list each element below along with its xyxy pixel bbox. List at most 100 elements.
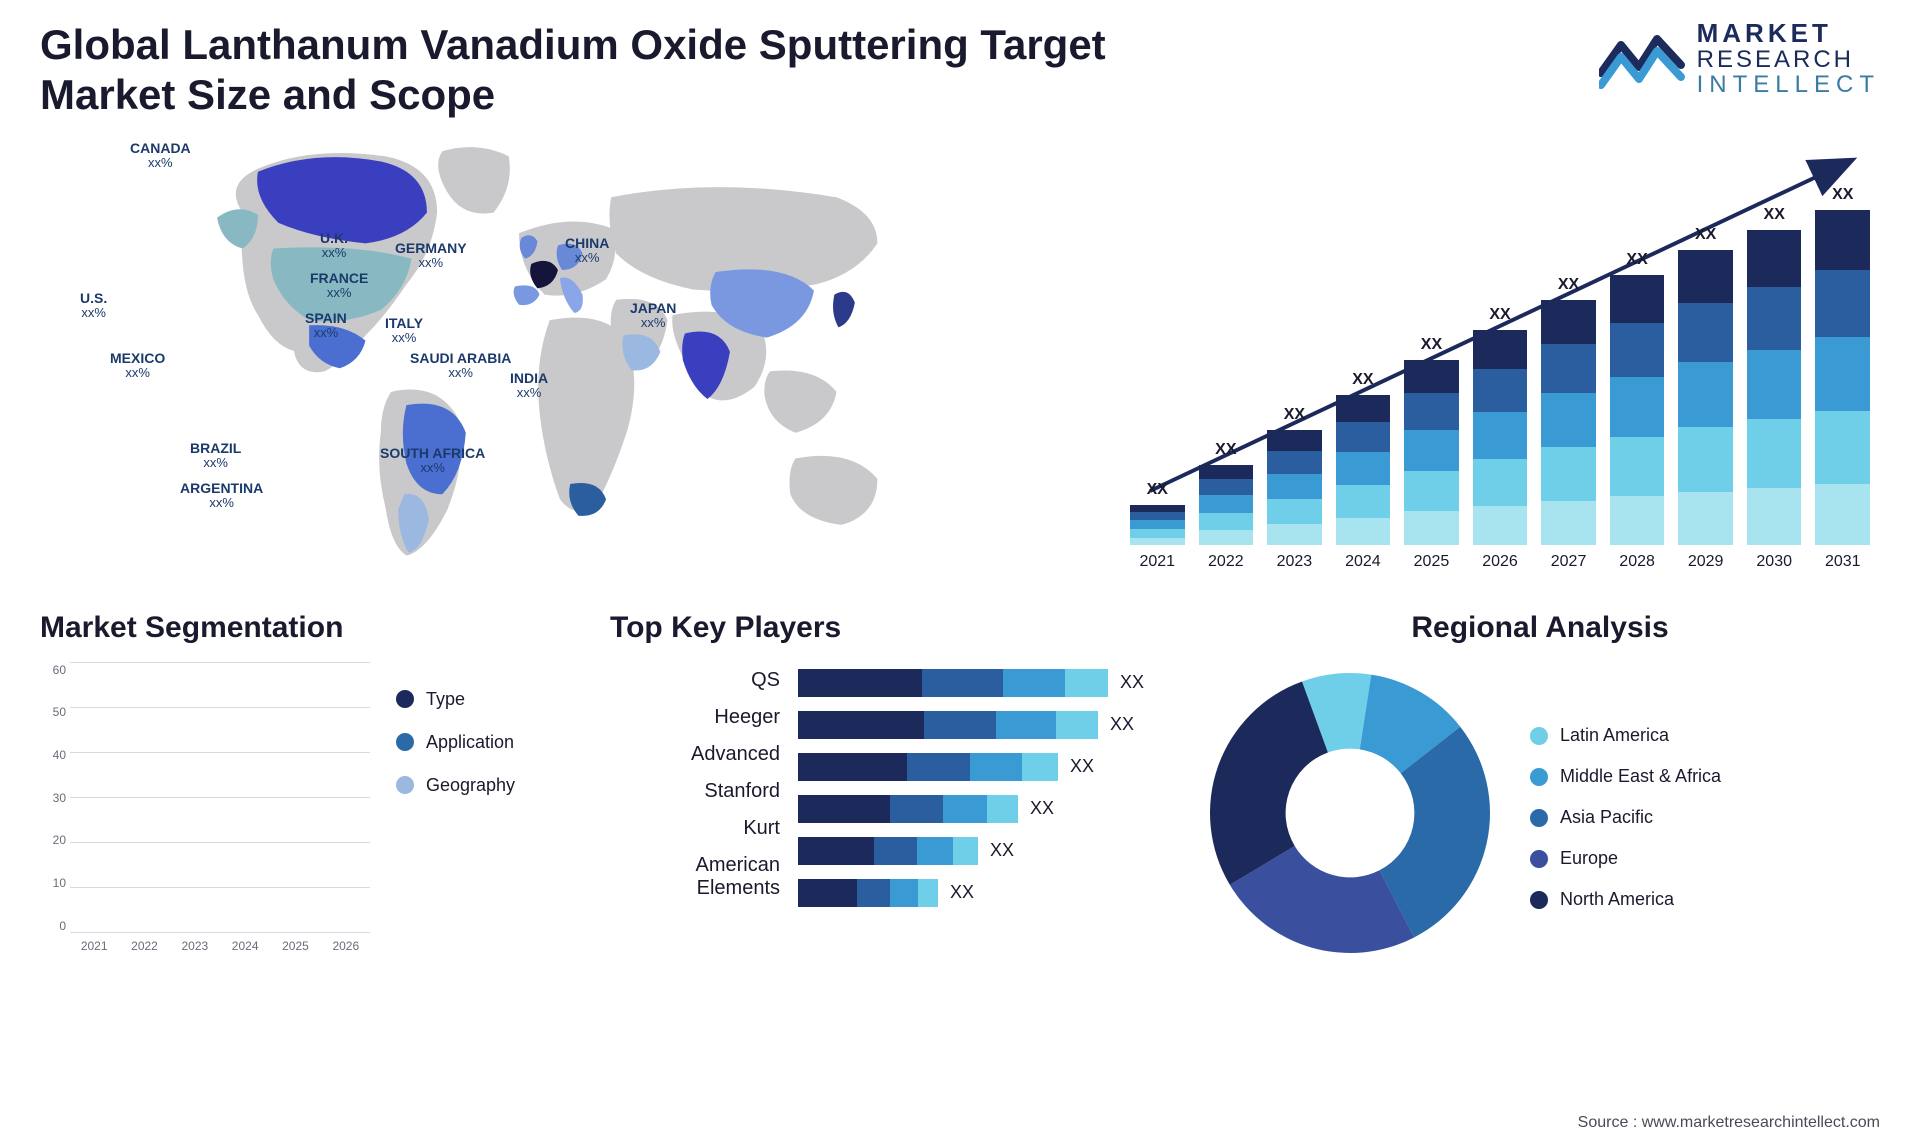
map-label: FRANCExx%	[310, 271, 368, 301]
segmentation-panel: Market Segmentation 6050403020100 202120…	[40, 611, 580, 971]
growth-bar: XX	[1815, 186, 1870, 545]
map-label: GERMANYxx%	[395, 241, 467, 271]
segmentation-x-axis: 2021 2022 2023 2024 2025 2026	[70, 939, 370, 953]
regional-legend: Latin America Middle East & Africa Asia Pa…	[1530, 725, 1721, 910]
growth-bar: XX	[1610, 251, 1665, 545]
growth-bar: XX	[1678, 226, 1733, 545]
growth-bar-value: XX	[1558, 276, 1579, 294]
growth-bar: XX	[1404, 336, 1459, 545]
growth-year-label: 2028	[1610, 553, 1665, 571]
growth-bar-value: XX	[1764, 206, 1785, 224]
brand-line3: INTELLECT	[1697, 72, 1880, 97]
growth-bar-value: XX	[1215, 441, 1236, 459]
source-attribution: Source : www.marketresearchintellect.com	[1578, 1114, 1880, 1132]
map-label: ITALYxx%	[385, 316, 423, 346]
growth-bar: XX	[1541, 276, 1596, 545]
growth-year-label: 2024	[1336, 553, 1391, 571]
growth-bar-value: XX	[1832, 186, 1853, 204]
growth-bar: XX	[1473, 306, 1528, 545]
key-player-value: XX	[1070, 756, 1094, 777]
growth-bar: XX	[1267, 406, 1322, 545]
legend-item: North America	[1530, 889, 1721, 910]
growth-bar-value: XX	[1421, 336, 1442, 354]
growth-bar-value: XX	[1489, 306, 1510, 324]
map-label: JAPANxx%	[630, 301, 676, 331]
page-title: Global Lanthanum Vanadium Oxide Sputteri…	[40, 20, 1140, 121]
donut-slice	[1210, 681, 1328, 884]
header: Global Lanthanum Vanadium Oxide Sputteri…	[40, 20, 1880, 121]
key-player-value: XX	[950, 882, 974, 903]
segmentation-year-label: 2026	[326, 939, 366, 953]
map-label: SOUTH AFRICAxx%	[380, 446, 485, 476]
key-player-name: American Elements	[610, 854, 780, 900]
key-player-bar: XX	[798, 669, 1170, 697]
segmentation-y-axis: 6050403020100	[40, 663, 66, 933]
segmentation-year-label: 2022	[124, 939, 164, 953]
growth-year-label: 2025	[1404, 553, 1459, 571]
growth-year-label: 2030	[1747, 553, 1802, 571]
segmentation-chart: 6050403020100 2021 2022 2023 2024 2025 2026	[40, 663, 370, 953]
growth-bar-value: XX	[1695, 226, 1716, 244]
key-player-bar: XX	[798, 795, 1170, 823]
map-label: U.S.xx%	[80, 291, 107, 321]
brand-line1: MARKET	[1697, 20, 1880, 47]
map-label: SPAINxx%	[305, 311, 347, 341]
map-label: CANADAxx%	[130, 141, 191, 171]
growth-year-label: 2029	[1678, 553, 1733, 571]
market-growth-chart: XX XX XX XX XX XX XX XX XX XX XX 2021 2022 2023 2024 2…	[1120, 141, 1880, 571]
growth-bar-value: XX	[1147, 481, 1168, 499]
growth-year-label: 2022	[1199, 553, 1254, 571]
map-label: CHINAxx%	[565, 236, 609, 266]
key-player-bar: XX	[798, 753, 1170, 781]
map-label: SAUDI ARABIAxx%	[410, 351, 511, 381]
growth-bar: XX	[1336, 371, 1391, 545]
brand-line2: RESEARCH	[1697, 47, 1880, 72]
key-player-name: Kurt	[610, 817, 780, 840]
map-label: MEXICOxx%	[110, 351, 165, 381]
world-map-panel: CANADAxx%U.S.xx%MEXICOxx%BRAZILxx%ARGENT…	[40, 141, 1080, 571]
segmentation-year-label: 2023	[175, 939, 215, 953]
segmentation-year-label: 2025	[275, 939, 315, 953]
key-player-bar: XX	[798, 837, 1170, 865]
brand-logo-text: MARKET RESEARCH INTELLECT	[1697, 20, 1880, 98]
legend-item: Geography	[396, 775, 515, 796]
key-players-panel: Top Key Players QSHeegerAdvancedStanford…	[610, 611, 1170, 971]
brand-logo-icon	[1599, 27, 1685, 91]
growth-year-label: 2031	[1815, 553, 1870, 571]
bottom-row: Market Segmentation 6050403020100 202120…	[40, 611, 1880, 971]
growth-bar: XX	[1747, 206, 1802, 545]
key-player-value: XX	[1110, 714, 1134, 735]
segmentation-year-label: 2021	[74, 939, 114, 953]
legend-item: Europe	[1530, 848, 1721, 869]
regional-donut-chart	[1200, 663, 1500, 963]
legend-item: Latin America	[1530, 725, 1721, 746]
growth-bar-value: XX	[1284, 406, 1305, 424]
regional-title: Regional Analysis	[1200, 611, 1880, 645]
growth-year-label: 2026	[1473, 553, 1528, 571]
key-player-name: Advanced	[610, 743, 780, 766]
legend-item: Asia Pacific	[1530, 807, 1721, 828]
map-label: U.K.xx%	[320, 231, 348, 261]
key-player-bar: XX	[798, 711, 1170, 739]
segmentation-legend: TypeApplicationGeography	[396, 689, 515, 953]
growth-bar: XX	[1199, 441, 1254, 545]
segmentation-bars	[70, 663, 370, 933]
growth-bar: XX	[1130, 481, 1185, 545]
key-players-bars: XX XX XX XX XX XX	[798, 663, 1170, 907]
growth-bar-value: XX	[1626, 251, 1647, 269]
segmentation-year-label: 2024	[225, 939, 265, 953]
key-player-value: XX	[1120, 672, 1144, 693]
growth-bars: XX XX XX XX XX XX XX XX XX XX XX	[1120, 185, 1880, 545]
brand-logo: MARKET RESEARCH INTELLECT	[1599, 20, 1880, 98]
key-player-name: QS	[610, 669, 780, 692]
growth-year-label: 2023	[1267, 553, 1322, 571]
key-player-name: Heeger	[610, 706, 780, 729]
map-label: ARGENTINAxx%	[180, 481, 263, 511]
growth-year-label: 2021	[1130, 553, 1185, 571]
regional-panel: Regional Analysis Latin America Middle Ea…	[1200, 611, 1880, 971]
legend-item: Middle East & Africa	[1530, 766, 1721, 787]
key-player-bar: XX	[798, 879, 1170, 907]
growth-year-label: 2027	[1541, 553, 1596, 571]
key-player-name: Stanford	[610, 780, 780, 803]
segmentation-title: Market Segmentation	[40, 611, 580, 645]
